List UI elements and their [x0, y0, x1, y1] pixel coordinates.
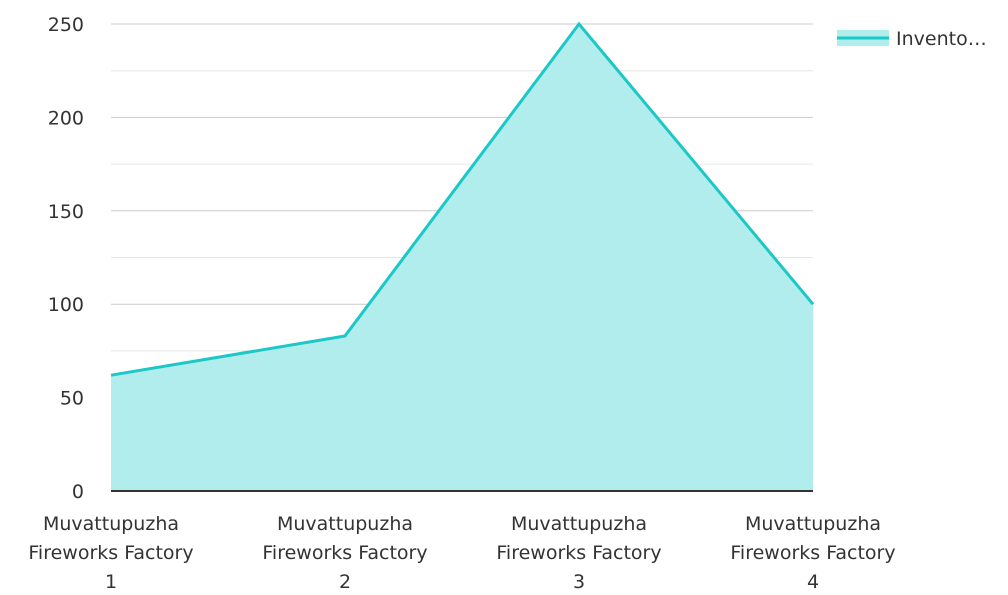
x-tick-label-line: Fireworks Factory: [496, 542, 661, 564]
y-axis: 0 50 100 150 200 250: [48, 14, 84, 503]
y-tick-label: 0: [72, 481, 84, 503]
x-tick-label: Muvattupuzha Fireworks Factory 4: [730, 513, 895, 593]
x-tick-label-line: 4: [807, 571, 819, 593]
x-tick-label-line: Fireworks Factory: [730, 542, 895, 564]
x-tick-label-line: 1: [105, 571, 117, 593]
x-tick-label-line: Muvattupuzha: [745, 513, 881, 535]
y-tick-label: 50: [60, 388, 84, 410]
x-tick-label-line: Fireworks Factory: [28, 542, 193, 564]
series-line: [110, 21, 815, 377]
x-tick-label-line: Muvattupuzha: [43, 513, 179, 535]
y-tick-label: 100: [48, 294, 84, 316]
legend-label: Invento…: [896, 28, 987, 50]
x-tick-label-line: Fireworks Factory: [262, 542, 427, 564]
x-tick-label: Muvattupuzha Fireworks Factory 2: [262, 513, 427, 593]
y-tick-label: 200: [48, 107, 84, 129]
series-area-fill: [111, 24, 813, 491]
legend[interactable]: Invento…: [837, 28, 987, 50]
x-tick-label-line: Muvattupuzha: [511, 513, 647, 535]
x-axis: Muvattupuzha Fireworks Factory 1Muvattupuz…: [28, 490, 896, 593]
x-tick-label-line: 3: [573, 571, 585, 593]
x-tick-label-line: 2: [339, 571, 351, 593]
x-tick-label-line: Muvattupuzha: [277, 513, 413, 535]
y-tick-label: 250: [48, 14, 84, 36]
y-tick-label: 150: [48, 201, 84, 223]
x-tick-label: Muvattupuzha Fireworks Factory 3: [496, 513, 661, 593]
series-area: [110, 21, 815, 491]
x-tick-label: Muvattupuzha Fireworks Factory 1: [28, 513, 193, 593]
